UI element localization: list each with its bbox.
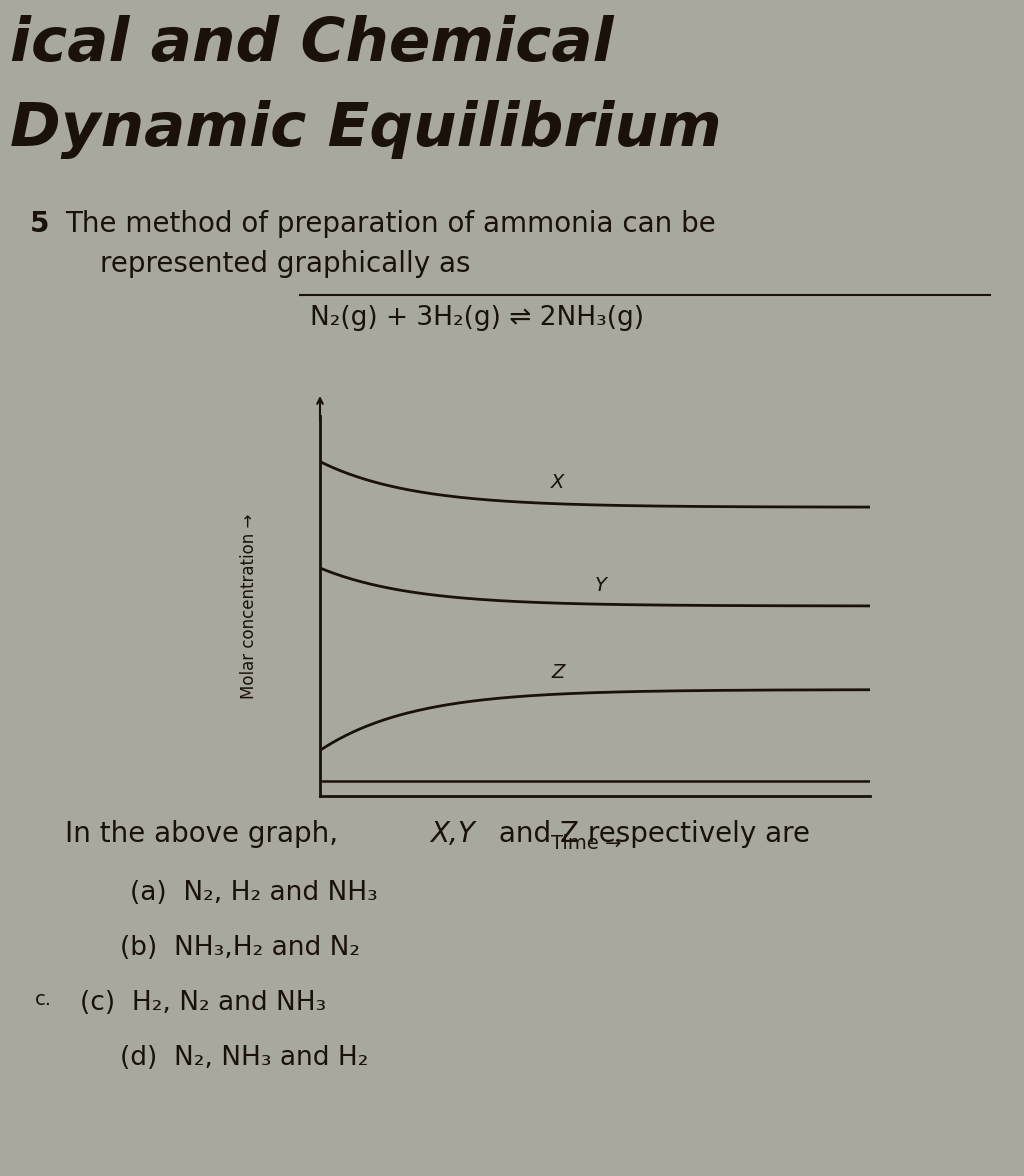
Text: (a)  N₂, H₂ and NH₃: (a) N₂, H₂ and NH₃ <box>130 880 378 906</box>
Text: X: X <box>551 473 564 493</box>
Text: X,Y: X,Y <box>430 820 475 848</box>
Text: (b)  NH₃,H₂ and N₂: (b) NH₃,H₂ and N₂ <box>120 935 360 961</box>
Text: Z: Z <box>551 663 564 682</box>
Text: Time →: Time → <box>551 834 622 853</box>
Text: and Z respectively are: and Z respectively are <box>490 820 810 848</box>
Text: c.: c. <box>35 990 52 1009</box>
Text: Y: Y <box>595 576 607 595</box>
Text: Molar concentration →: Molar concentration → <box>240 513 257 699</box>
Text: 5: 5 <box>30 211 49 238</box>
Text: (d)  N₂, NH₃ and H₂: (d) N₂, NH₃ and H₂ <box>120 1045 369 1071</box>
Text: ical and Chemical: ical and Chemical <box>10 15 613 74</box>
Text: (c)  H₂, N₂ and NH₃: (c) H₂, N₂ and NH₃ <box>80 990 327 1016</box>
Text: N₂(g) + 3H₂(g) ⇌ 2NH₃(g): N₂(g) + 3H₂(g) ⇌ 2NH₃(g) <box>310 305 644 330</box>
Text: Dynamic Equilibrium: Dynamic Equilibrium <box>10 100 722 159</box>
Text: The method of preparation of ammonia can be: The method of preparation of ammonia can… <box>65 211 716 238</box>
Text: In the above graph,: In the above graph, <box>65 820 347 848</box>
Text: represented graphically as: represented graphically as <box>100 250 470 278</box>
